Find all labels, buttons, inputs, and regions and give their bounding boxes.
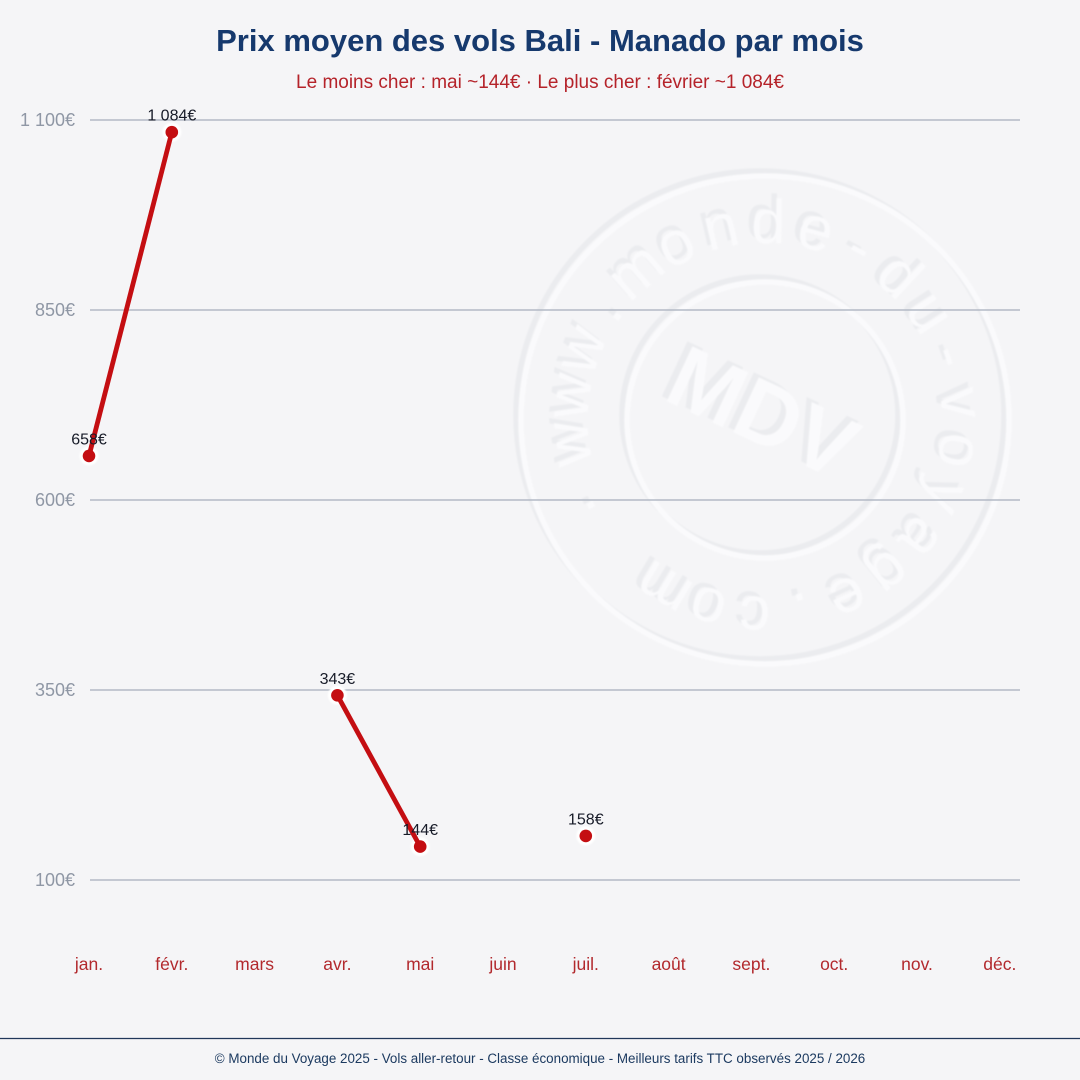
svg-text:100€: 100€ xyxy=(35,870,75,890)
svg-text:nov.: nov. xyxy=(901,954,933,974)
svg-text:144€: 144€ xyxy=(402,822,438,839)
svg-text:d: d xyxy=(746,183,782,253)
svg-text:v: v xyxy=(926,384,997,421)
svg-text:w: w xyxy=(532,369,606,423)
svg-text:d: d xyxy=(751,188,787,258)
svg-text:sept.: sept. xyxy=(732,954,770,974)
svg-text:658€: 658€ xyxy=(71,431,107,448)
svg-text:600€: 600€ xyxy=(35,490,75,510)
svg-text:févr.: févr. xyxy=(155,954,188,974)
svg-text:1 100€: 1 100€ xyxy=(20,110,75,130)
svg-text:Prix moyen des vols Bali - Man: Prix moyen des vols Bali - Manado par mo… xyxy=(216,23,864,58)
svg-text:w: w xyxy=(527,364,601,418)
svg-text:v: v xyxy=(921,379,992,416)
svg-text:158€: 158€ xyxy=(568,811,604,828)
svg-text:w: w xyxy=(527,412,601,466)
svg-text:350€: 350€ xyxy=(35,680,75,700)
svg-text:343€: 343€ xyxy=(320,671,356,688)
svg-text:© Monde du Voyage 2025 - Vols: © Monde du Voyage 2025 - Vols aller-reto… xyxy=(215,1051,865,1066)
svg-text:mars: mars xyxy=(235,954,274,974)
svg-text:déc.: déc. xyxy=(983,954,1016,974)
svg-text:oct.: oct. xyxy=(820,954,848,974)
svg-text:c: c xyxy=(737,582,772,653)
svg-text:w: w xyxy=(532,417,606,471)
svg-text:850€: 850€ xyxy=(35,300,75,320)
svg-text:Le moins cher : mai ~144€ · Le: Le moins cher : mai ~144€ · Le plus cher… xyxy=(296,72,784,93)
svg-text:mai: mai xyxy=(406,954,434,974)
svg-text:avr.: avr. xyxy=(323,954,351,974)
svg-text:jan.: jan. xyxy=(74,954,103,974)
svg-text:juil.: juil. xyxy=(572,954,599,974)
svg-text:juin: juin xyxy=(488,954,516,974)
svg-text:août: août xyxy=(652,954,686,974)
svg-text:c: c xyxy=(732,577,767,648)
svg-text:1 084€: 1 084€ xyxy=(147,108,196,125)
